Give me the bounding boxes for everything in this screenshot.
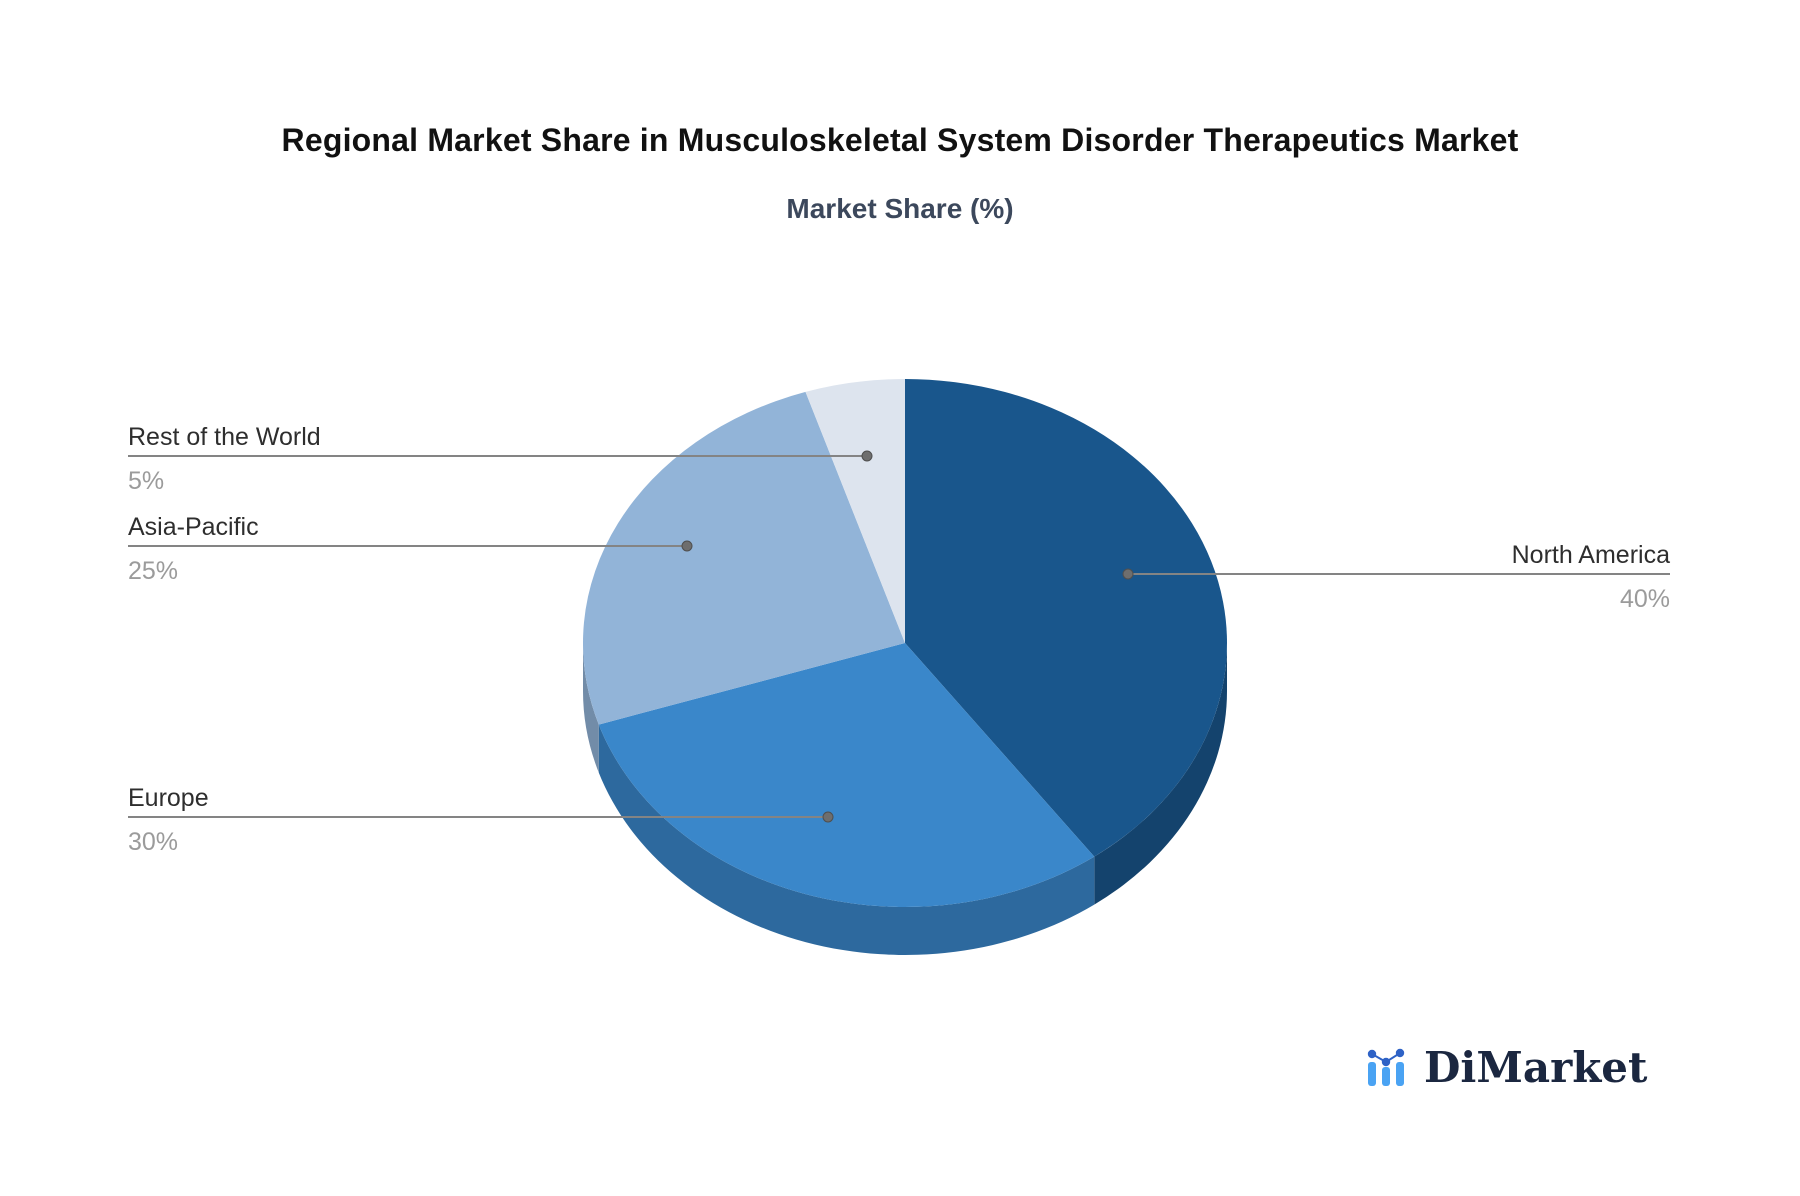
pie-slice-side-asia-pacific (583, 643, 599, 773)
slice-value-north-america: 40% (1620, 585, 1670, 613)
slice-label-europe: Europe (128, 784, 209, 812)
leader-dot-europe (822, 811, 834, 823)
slice-value-rest-of-the-world: 5% (128, 467, 164, 495)
bar-line-chart-icon (1367, 1048, 1405, 1086)
slice-label-north-america: North America (1512, 541, 1670, 569)
pie-slice-europe[interactable] (598, 643, 1095, 907)
pie-slice-side-europe (598, 724, 1095, 955)
leader-dot-asia-pacific (681, 540, 693, 552)
pie-slice-side-north-america (1094, 643, 1227, 905)
dimarket-logo: DiMarket (1358, 1036, 1647, 1100)
pie-slice-rest-of-the-world[interactable] (805, 379, 905, 643)
brand-name: DiMarket (1424, 1043, 1648, 1092)
slice-label-asia-pacific: Asia-Pacific (128, 513, 259, 541)
chart-title: Regional Market Share in Musculoskeletal… (281, 122, 1519, 158)
slice-label-rest-of-the-world: Rest of the World (128, 423, 321, 451)
pie-slice-asia-pacific[interactable] (583, 391, 905, 725)
chart-subtitle: Market Share (%) (786, 193, 1014, 224)
slice-value-asia-pacific: 25% (128, 557, 178, 585)
leader-dot-north-america (1122, 568, 1134, 580)
slice-value-europe: 30% (128, 828, 178, 856)
pie-slice-north-america[interactable] (905, 379, 1227, 857)
leader-dot-rest-of-the-world (861, 450, 873, 462)
